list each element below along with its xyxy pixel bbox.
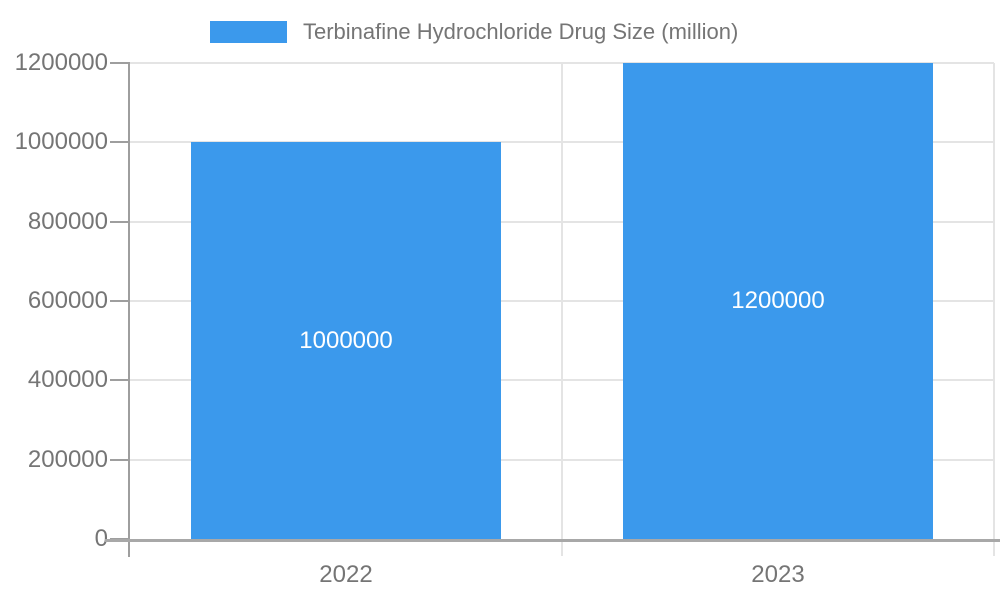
- bar: [623, 63, 933, 539]
- y-tick-label: 1200000: [14, 49, 108, 76]
- bar-value-label: 1200000: [731, 287, 825, 314]
- y-tick-label: 800000: [27, 208, 108, 235]
- y-tick: [110, 221, 130, 223]
- x-axis-line: [105, 539, 1000, 542]
- y-tick-label: 400000: [27, 366, 108, 393]
- legend: Terbinafine Hydrochloride Drug Size (mil…: [210, 10, 738, 54]
- x-gridline: [993, 63, 995, 556]
- y-tick: [110, 62, 130, 64]
- x-tick-label: 2023: [751, 561, 805, 588]
- y-tick-label: 0: [94, 525, 108, 552]
- y-tick: [110, 300, 130, 302]
- x-gridline: [561, 63, 563, 556]
- legend-swatch: [210, 21, 287, 43]
- bar-value-label: 1000000: [299, 327, 393, 354]
- y-tick: [110, 459, 130, 461]
- y-tick: [110, 141, 130, 143]
- y-tick-label: 200000: [27, 446, 108, 473]
- x-tick-label: 2022: [319, 561, 373, 588]
- legend-label: Terbinafine Hydrochloride Drug Size (mil…: [303, 19, 739, 44]
- y-tick: [110, 379, 130, 381]
- y-tick-label: 600000: [27, 287, 108, 314]
- y-axis-line: [128, 63, 130, 557]
- bar: [191, 142, 501, 539]
- y-tick-label: 1000000: [14, 128, 108, 155]
